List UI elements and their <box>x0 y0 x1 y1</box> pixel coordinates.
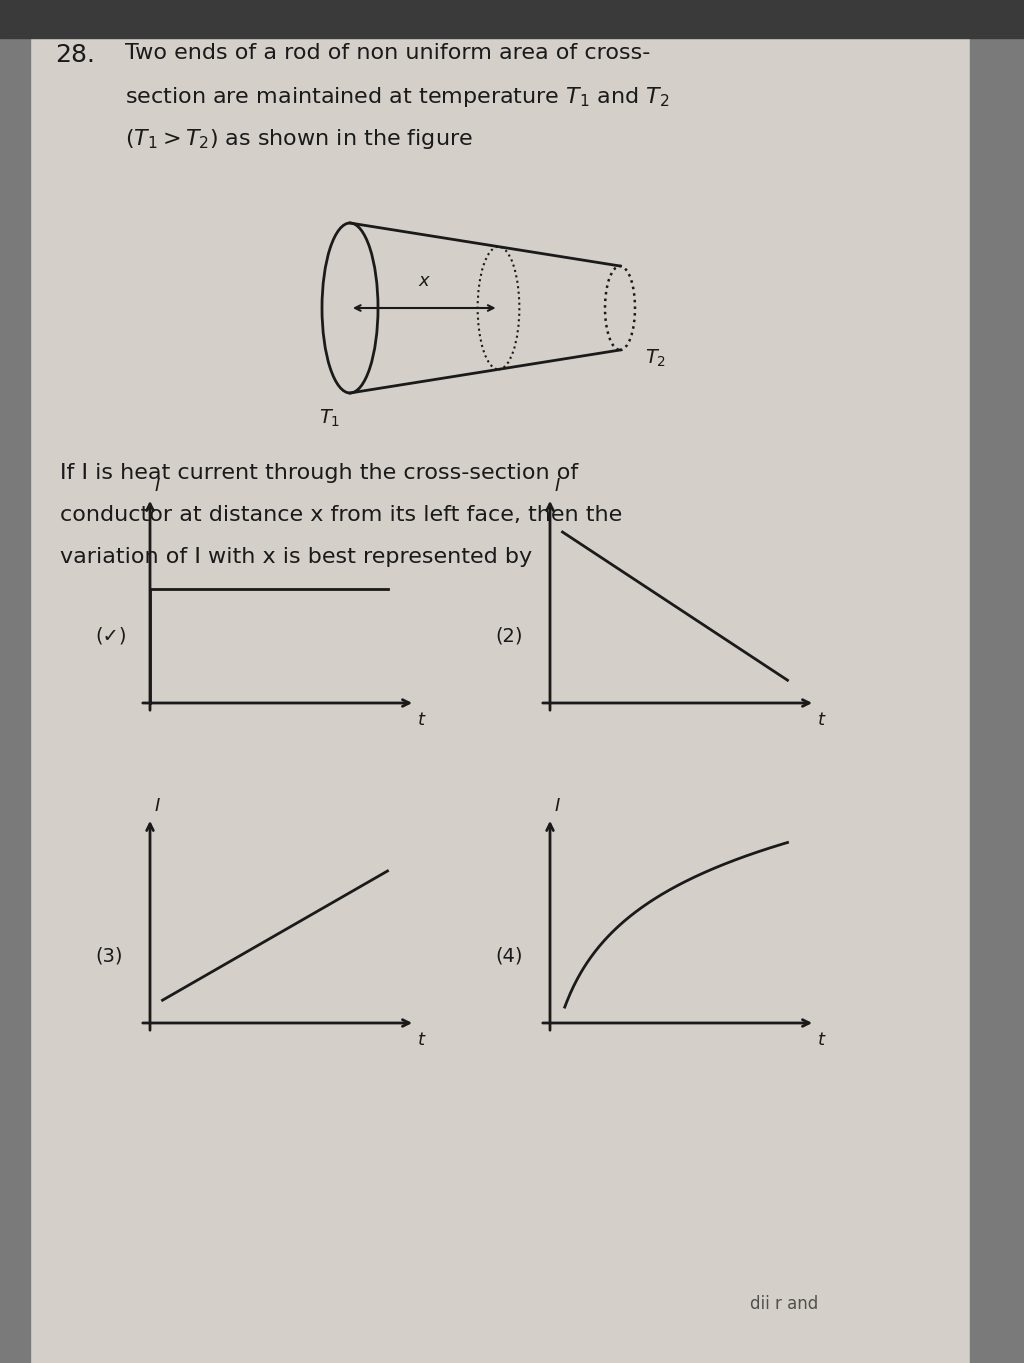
Bar <box>970 0 1024 1363</box>
Text: $T_2$: $T_2$ <box>645 348 667 368</box>
Text: Two ends of a rod of non uniform area of cross-: Two ends of a rod of non uniform area of… <box>125 44 650 63</box>
Text: $(T_1 > T_2)$ as shown in the figure: $(T_1 > T_2)$ as shown in the figure <box>125 127 473 151</box>
Text: section are maintained at temperature $T_1$ and $T_2$: section are maintained at temperature $T… <box>125 85 670 109</box>
Text: conductor at distance x from its left face, then the: conductor at distance x from its left fa… <box>60 506 623 525</box>
Text: t: t <box>418 711 425 729</box>
Text: t: t <box>818 1030 825 1050</box>
Text: I: I <box>155 477 160 495</box>
Text: I: I <box>555 797 560 815</box>
Text: (✓): (✓) <box>95 627 127 646</box>
Bar <box>0 0 30 1363</box>
Text: t: t <box>818 711 825 729</box>
Text: t: t <box>418 1030 425 1050</box>
Text: $T_1$: $T_1$ <box>319 408 341 429</box>
Text: 28.: 28. <box>55 44 95 67</box>
Text: I: I <box>155 797 160 815</box>
Text: (2): (2) <box>495 627 522 646</box>
Text: x: x <box>419 273 429 290</box>
Text: I: I <box>555 477 560 495</box>
Text: (3): (3) <box>95 947 123 966</box>
Text: If I is heat current through the cross-section of: If I is heat current through the cross-s… <box>60 463 579 483</box>
Text: dii r and: dii r and <box>750 1295 818 1313</box>
Text: variation of I with x is best represented by: variation of I with x is best represente… <box>60 547 532 567</box>
Bar <box>0 0 1024 38</box>
Text: (4): (4) <box>495 947 522 966</box>
